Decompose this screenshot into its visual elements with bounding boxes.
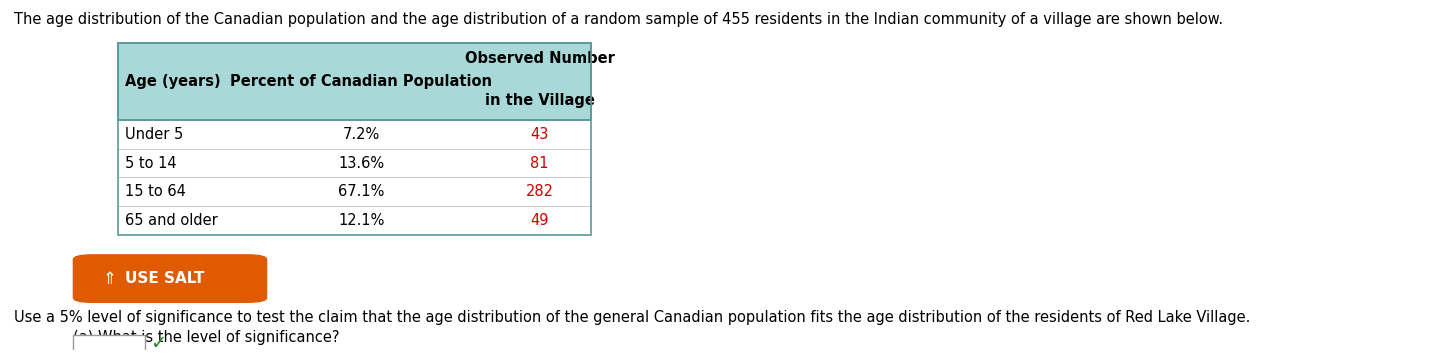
Text: Under 5: Under 5 [125, 127, 182, 142]
Text: ✓: ✓ [151, 334, 166, 353]
Text: USE SALT: USE SALT [125, 271, 204, 286]
Text: 81: 81 [531, 156, 548, 171]
Text: 15 to 64: 15 to 64 [125, 184, 185, 199]
Text: 12.1%: 12.1% [339, 213, 385, 228]
Text: 7.2%: 7.2% [343, 127, 380, 142]
Text: (a) What is the level of significance?: (a) What is the level of significance? [73, 330, 339, 345]
Text: Percent of Canadian Population: Percent of Canadian Population [230, 74, 492, 89]
Text: 0.05: 0.05 [76, 336, 109, 351]
Text: The age distribution of the Canadian population and the age distribution of a ra: The age distribution of the Canadian pop… [14, 12, 1224, 27]
Text: 65 and older: 65 and older [125, 213, 217, 228]
Text: 67.1%: 67.1% [339, 184, 385, 199]
Text: Use a 5% level of significance to test the claim that the age distribution of th: Use a 5% level of significance to test t… [14, 310, 1251, 325]
Text: 49: 49 [531, 213, 548, 228]
FancyBboxPatch shape [73, 335, 145, 356]
Text: 282: 282 [525, 184, 554, 199]
FancyBboxPatch shape [73, 254, 267, 303]
Text: ⇑: ⇑ [102, 269, 116, 288]
Text: in the Village: in the Village [485, 93, 594, 108]
Text: 5 to 14: 5 to 14 [125, 156, 177, 171]
Text: Observed Number: Observed Number [465, 51, 614, 67]
Text: 43: 43 [531, 127, 548, 142]
Text: Age (years): Age (years) [125, 74, 220, 89]
Text: 13.6%: 13.6% [339, 156, 385, 171]
FancyBboxPatch shape [118, 43, 591, 120]
